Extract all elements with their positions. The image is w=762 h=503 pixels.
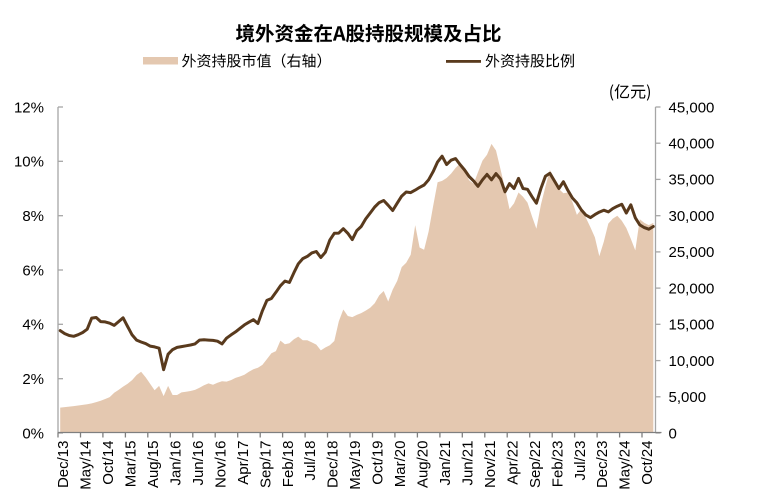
svg-text:35,000: 35,000 <box>669 172 715 189</box>
svg-text:Apr/22: Apr/22 <box>504 441 521 485</box>
svg-text:May/19: May/19 <box>347 441 364 490</box>
svg-text:Mar/15: Mar/15 <box>123 441 140 488</box>
svg-text:Sep/17: Sep/17 <box>257 441 274 489</box>
svg-text:10,000: 10,000 <box>669 353 715 370</box>
svg-text:Oct/24: Oct/24 <box>639 441 656 485</box>
svg-text:20,000: 20,000 <box>669 280 715 297</box>
svg-text:Apr/17: Apr/17 <box>235 441 252 485</box>
svg-text:4%: 4% <box>22 317 44 334</box>
svg-text:Dec/13: Dec/13 <box>55 441 72 489</box>
svg-text:Oct/14: Oct/14 <box>100 441 117 485</box>
svg-text:May/24: May/24 <box>617 441 634 490</box>
svg-text:May/14: May/14 <box>78 441 95 490</box>
svg-text:Jan/16: Jan/16 <box>168 441 185 486</box>
svg-text:25,000: 25,000 <box>669 244 715 261</box>
svg-text:5,000: 5,000 <box>669 389 707 406</box>
svg-text:Dec/23: Dec/23 <box>594 441 611 489</box>
svg-text:2%: 2% <box>22 371 44 388</box>
svg-text:Nov/21: Nov/21 <box>482 441 499 489</box>
svg-text:30,000: 30,000 <box>669 208 715 225</box>
svg-text:0%: 0% <box>22 425 44 442</box>
svg-text:40,000: 40,000 <box>669 136 715 153</box>
svg-text:Jan/21: Jan/21 <box>437 441 454 486</box>
svg-text:Nov/16: Nov/16 <box>212 441 229 489</box>
svg-text:Oct/19: Oct/19 <box>370 441 387 485</box>
svg-text:Jun/16: Jun/16 <box>190 441 207 486</box>
svg-text:Sep/22: Sep/22 <box>527 441 544 489</box>
svg-text:Aug/15: Aug/15 <box>145 441 162 489</box>
svg-text:45,000: 45,000 <box>669 99 715 116</box>
svg-text:Jul/23: Jul/23 <box>572 441 589 481</box>
svg-text:0: 0 <box>669 425 677 442</box>
svg-text:10%: 10% <box>14 154 44 171</box>
svg-text:Jun/21: Jun/21 <box>460 441 477 486</box>
svg-text:6%: 6% <box>22 262 44 279</box>
svg-text:Mar/20: Mar/20 <box>392 441 409 488</box>
svg-text:Jul/18: Jul/18 <box>302 441 319 481</box>
svg-text:Aug/20: Aug/20 <box>415 441 432 489</box>
svg-text:Feb/18: Feb/18 <box>280 441 297 488</box>
svg-text:12%: 12% <box>14 99 44 116</box>
svg-text:Feb/23: Feb/23 <box>549 441 566 488</box>
svg-text:Dec/18: Dec/18 <box>325 441 342 489</box>
svg-text:15,000: 15,000 <box>669 317 715 334</box>
svg-text:8%: 8% <box>22 208 44 225</box>
